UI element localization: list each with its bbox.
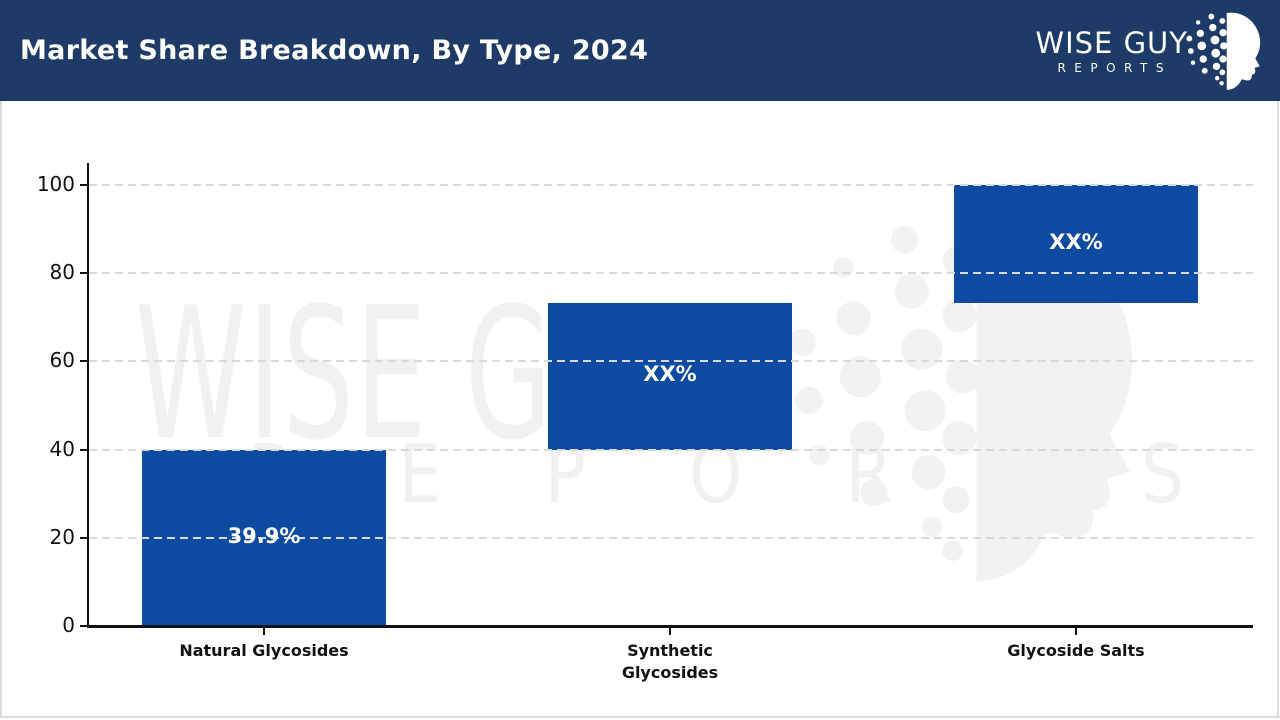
x-category-label: Glycoside Salts (1007, 641, 1145, 660)
bar-glycoside-salts (954, 185, 1198, 303)
chart-title: Market Share Breakdown, By Type, 2024 (20, 35, 649, 66)
bar-synthetic-glycosides (548, 302, 792, 451)
gridline (89, 360, 1253, 363)
x-tick (263, 627, 265, 635)
y-axis-spine (87, 163, 89, 628)
y-tick-label: 60 (49, 348, 75, 373)
logo-wordmark: WISE GUY (1035, 25, 1188, 60)
bar-value-label: 39.9% (227, 524, 301, 549)
page-border-right (1277, 101, 1279, 718)
page-border-left (0, 101, 2, 718)
y-tick (80, 448, 88, 451)
x-category-label: Natural Glycosides (179, 641, 349, 660)
y-tick (80, 536, 88, 539)
y-tick (80, 272, 88, 275)
wise-guy-reports-logo: WISE GUY REPORTS (1035, 8, 1270, 94)
bar-value-label: XX% (1049, 229, 1103, 254)
y-tick-label: 20 (49, 524, 75, 549)
x-axis-spine (87, 625, 1253, 628)
page-border-bottom (0, 716, 1280, 718)
x-category-label: Synthetic Glycosides (621, 641, 719, 682)
gridline (89, 184, 1253, 186)
y-tick-label: 0 (62, 613, 75, 637)
y-tick (80, 625, 88, 627)
bar-value-label: XX% (643, 362, 697, 387)
gridline (89, 448, 1253, 451)
y-tick (80, 360, 88, 363)
y-tick-label: 80 (49, 260, 75, 285)
y-tick (80, 184, 88, 186)
y-tick-label: 100 (36, 172, 75, 196)
x-tick (1075, 627, 1077, 635)
gridline (89, 272, 1253, 275)
x-tick (669, 627, 671, 635)
logo-face-icon (1186, 12, 1261, 90)
logo-text: WISE GUY REPORTS (1035, 25, 1188, 76)
y-tick-label: 40 (49, 436, 75, 461)
header-bar: Market Share Breakdown, By Type, 2024 WI… (0, 0, 1280, 101)
gridline (89, 536, 1253, 539)
logo-subtext: REPORTS (1057, 61, 1172, 76)
